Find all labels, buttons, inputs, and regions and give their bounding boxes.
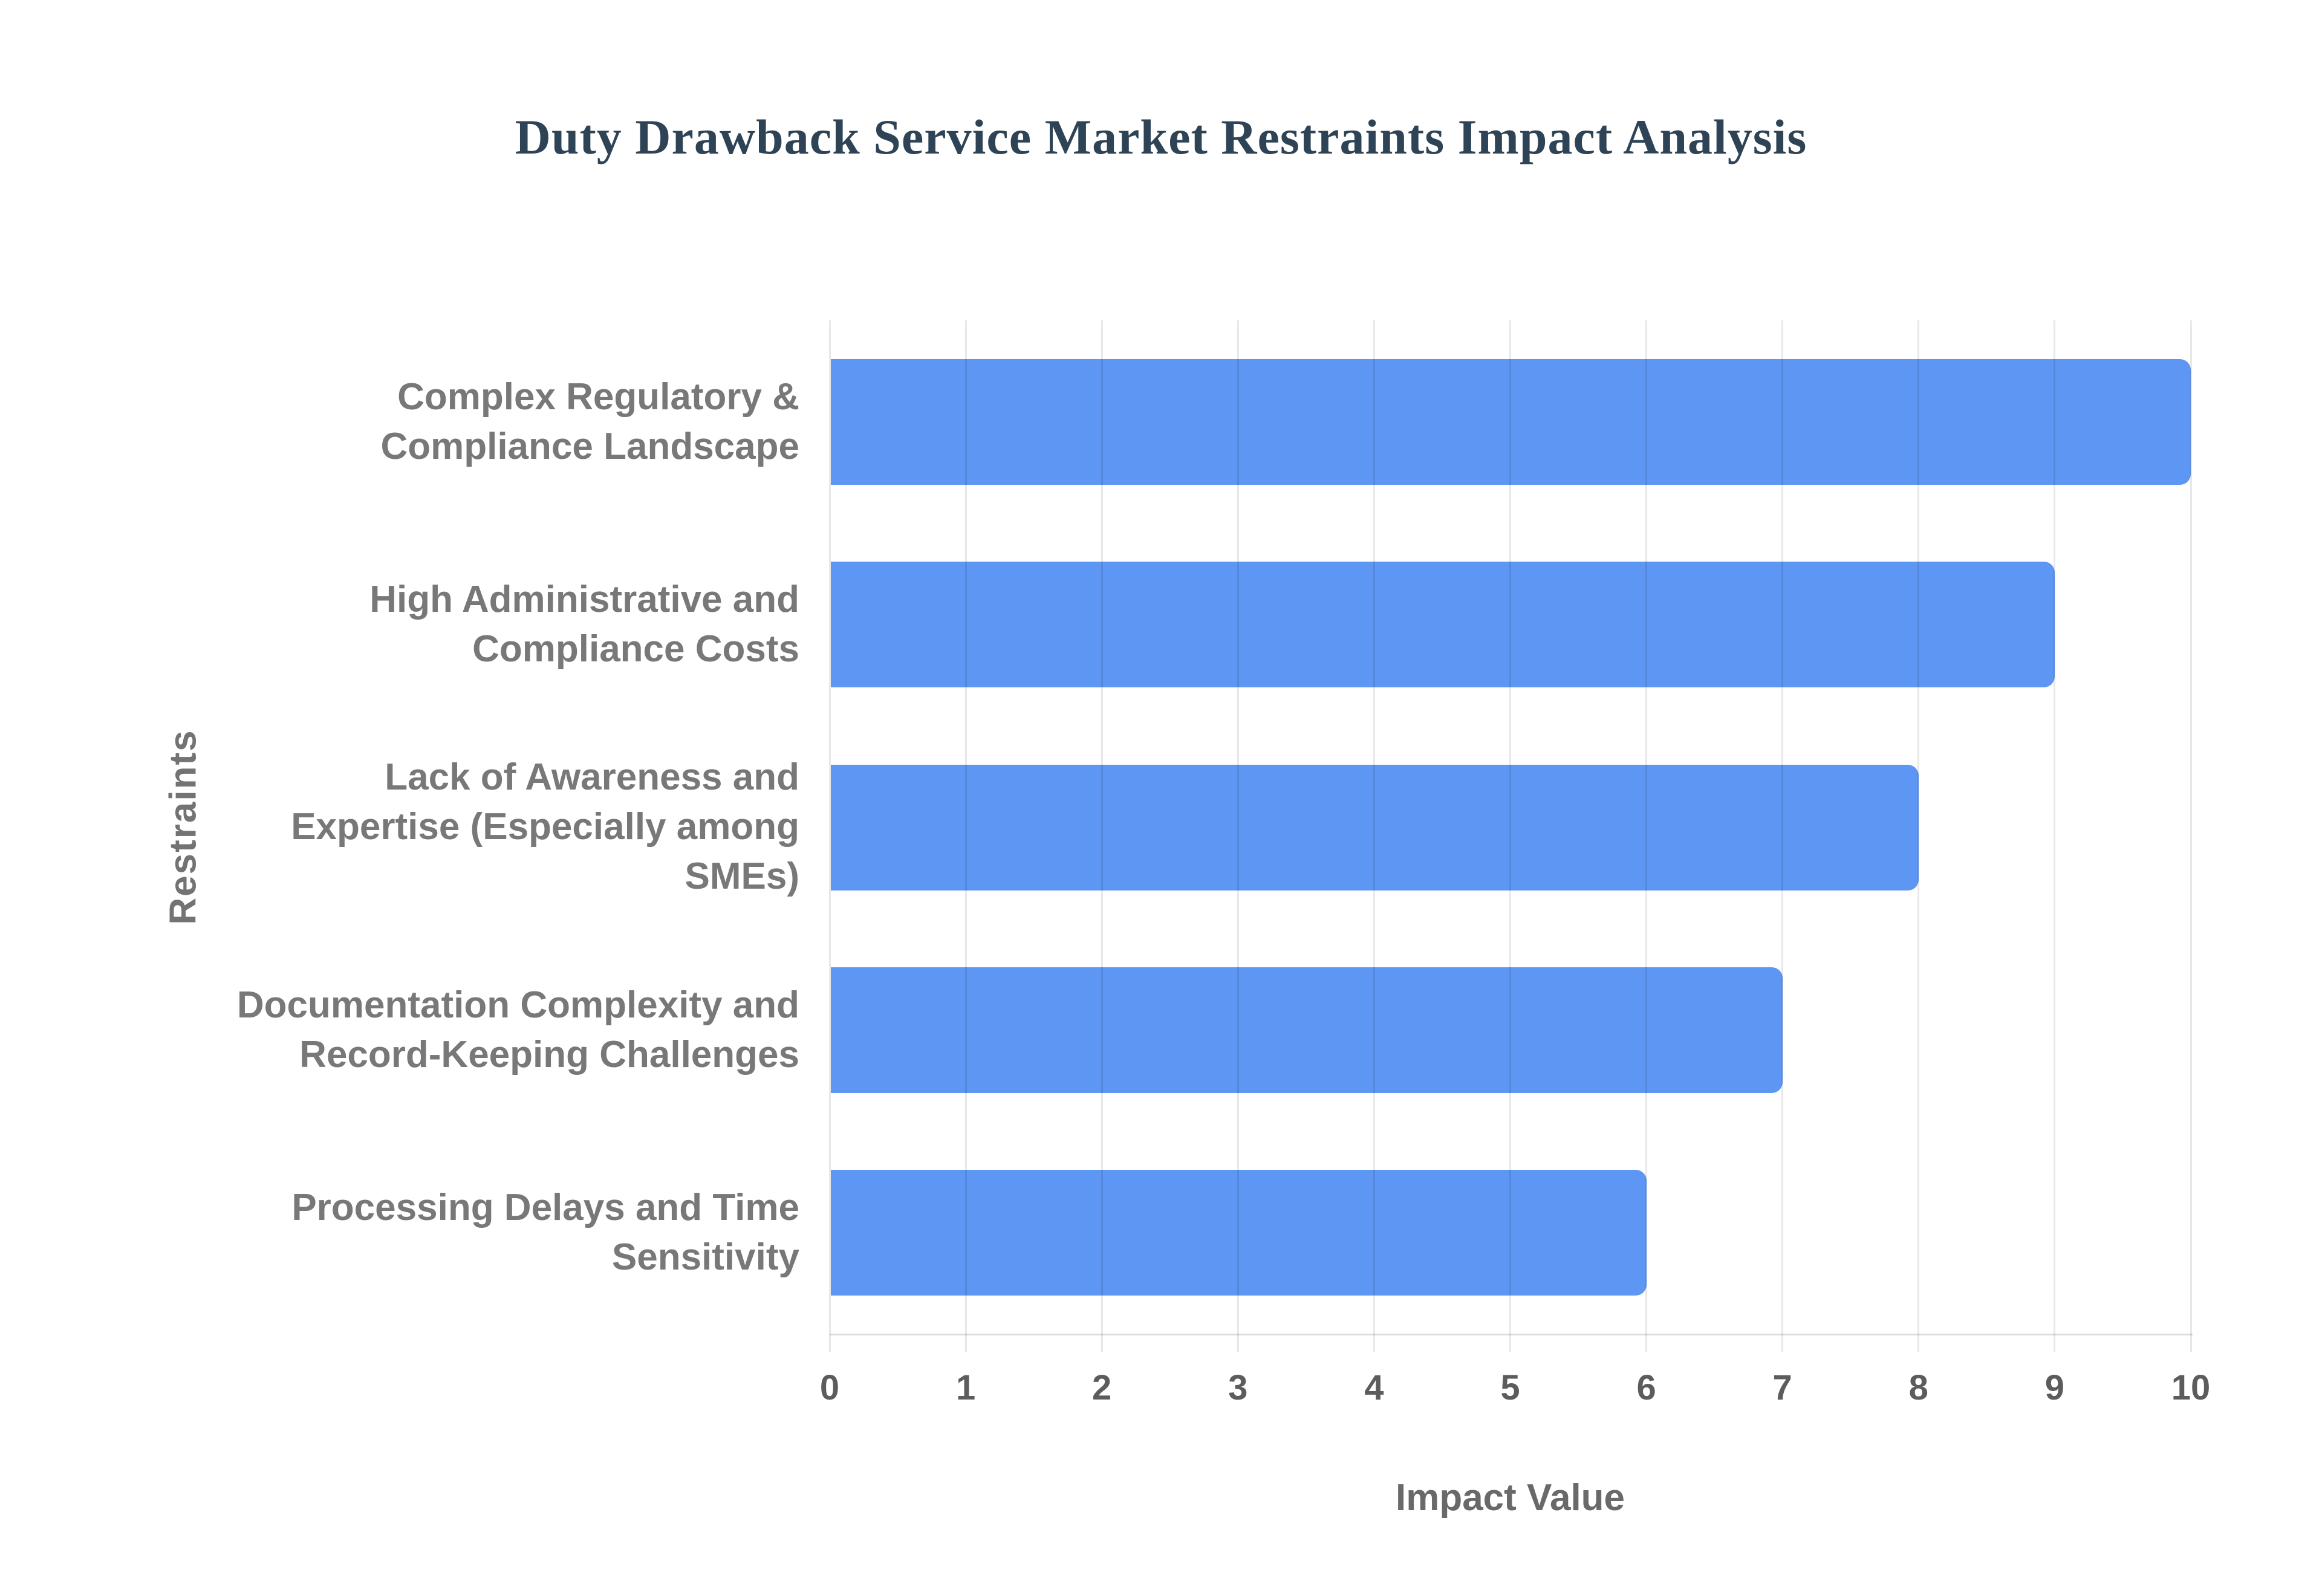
gridline-7	[1781, 320, 1784, 1352]
gridline-2	[1101, 320, 1103, 1352]
bar-3	[831, 764, 1919, 890]
gridline-6	[1645, 320, 1648, 1352]
category-label-5: Processing Delays and Time Sensitivity	[291, 1187, 799, 1279]
x-tick-label-5: 5	[1500, 1368, 1520, 1407]
y-axis-title: Restraints	[162, 729, 204, 925]
x-axis-title: Impact Value	[1395, 1477, 1625, 1519]
gridline-5	[1509, 320, 1511, 1352]
x-tick-label-4: 4	[1364, 1368, 1384, 1407]
category-label-3: Lack of Awareness and Expertise (Especial…	[291, 756, 799, 898]
x-tick-label-9: 9	[2044, 1368, 2065, 1407]
x-tick-label-6: 6	[1636, 1368, 1656, 1407]
bar-4	[831, 967, 1783, 1093]
gridline-9	[2054, 320, 2056, 1352]
y-axis-line	[828, 320, 831, 1352]
x-tick-label-2: 2	[1092, 1368, 1112, 1407]
gridline-1	[964, 320, 967, 1352]
gridline-4	[1373, 320, 1375, 1352]
gridline-3	[1237, 320, 1239, 1352]
x-tick-label-1: 1	[955, 1368, 976, 1407]
category-label-2: High Administrative and Compliance Costs	[369, 579, 799, 670]
bar-5	[831, 1170, 1647, 1296]
category-label-4: Documentation Complexity and Record-Keepi…	[236, 984, 799, 1075]
bar-1	[831, 358, 2191, 485]
gridline-10	[2190, 320, 2192, 1352]
chart-title: Duty Drawback Service Market Restraints …	[515, 109, 1807, 164]
x-tick-label-0: 0	[819, 1368, 840, 1407]
x-tick-label-10: 10	[2171, 1368, 2211, 1407]
category-label-1: Complex Regulatory & Compliance Landscape	[380, 375, 799, 467]
x-axis-line	[830, 1334, 2193, 1335]
bar-2	[831, 562, 2055, 688]
x-tick-label-8: 8	[1908, 1368, 1928, 1407]
x-tick-label-3: 3	[1228, 1368, 1248, 1407]
gridline-8	[1917, 320, 1920, 1352]
x-tick-label-7: 7	[1772, 1368, 1792, 1407]
